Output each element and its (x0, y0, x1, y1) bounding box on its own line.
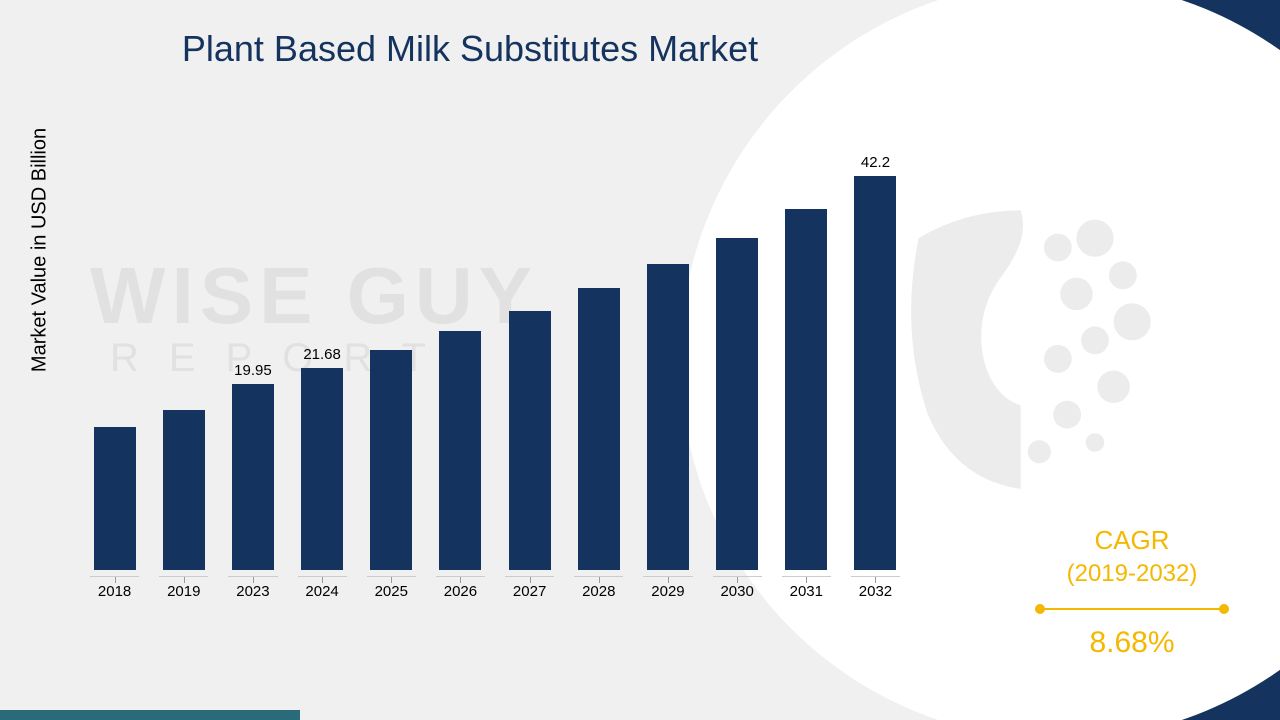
bar-value-label: 19.95 (234, 362, 272, 379)
x-tick: 2025 (367, 576, 416, 600)
bar-value-label: 42.2 (861, 154, 890, 171)
logo-text-main: WISE GUY (1012, 28, 1178, 62)
bar (94, 427, 136, 570)
bar-wrap (713, 238, 762, 570)
brand-logo: WISE GUY REPORTS (1012, 28, 1240, 80)
bar: 42.2 (854, 176, 896, 570)
cagr-value: 8.68% (1022, 626, 1242, 660)
x-tick: 2019 (159, 576, 208, 600)
cagr-divider-line (1037, 608, 1227, 610)
x-tick: 2024 (298, 576, 347, 600)
x-tick: 2027 (505, 576, 554, 600)
x-tick: 2023 (228, 576, 277, 600)
x-tick: 2026 (436, 576, 485, 600)
logo-text-sub: REPORTS (1012, 64, 1178, 80)
bottom-accent-strip (0, 710, 300, 720)
bar-value-label: 21.68 (303, 346, 341, 363)
bar (439, 331, 481, 570)
x-tick: 2032 (851, 576, 900, 600)
logo-head-icon (1184, 22, 1240, 88)
bar (578, 288, 620, 570)
bar (163, 410, 205, 570)
bar-wrap (782, 209, 831, 570)
bar-wrap: 21.68 (298, 368, 347, 570)
chart-title: Plant Based Milk Substitutes Market (70, 28, 870, 70)
x-tick: 2031 (782, 576, 831, 600)
cagr-block: CAGR (2019-2032) 8.68% (1022, 525, 1242, 660)
bar-wrap: 19.95 (228, 384, 277, 570)
cagr-range: (2019-2032) (1022, 560, 1242, 588)
bar-wrap (90, 427, 139, 570)
bar-wrap (436, 331, 485, 570)
bar-wrap: 42.2 (851, 176, 900, 570)
bar (716, 238, 758, 570)
y-axis-label: Market Value in USD Billion (29, 128, 52, 372)
bar-wrap (574, 288, 623, 570)
bar: 21.68 (301, 368, 343, 570)
bar (647, 264, 689, 570)
bar-chart: 19.9521.6842.2 2018201920232024202520262… (90, 150, 900, 600)
cagr-title: CAGR (1022, 525, 1242, 556)
bar (785, 209, 827, 570)
x-axis: 2018 2019 2023 2024 2025 2026 2027 2028 2029 2030… (90, 576, 900, 600)
x-tick: 2018 (90, 576, 139, 600)
x-tick: 2028 (574, 576, 623, 600)
bar-wrap (159, 410, 208, 570)
bars-container: 19.95 21.68 42.2 (90, 150, 900, 570)
x-tick: 2029 (643, 576, 692, 600)
bar (370, 350, 412, 570)
bar-wrap (367, 350, 416, 570)
x-tick: 2030 (713, 576, 762, 600)
bar (509, 311, 551, 570)
bar-wrap (505, 311, 554, 570)
bar: 19.95 (232, 384, 274, 570)
page-root: Plant Based Milk Substitutes Market WISE… (0, 0, 1280, 720)
bar-wrap (643, 264, 692, 570)
